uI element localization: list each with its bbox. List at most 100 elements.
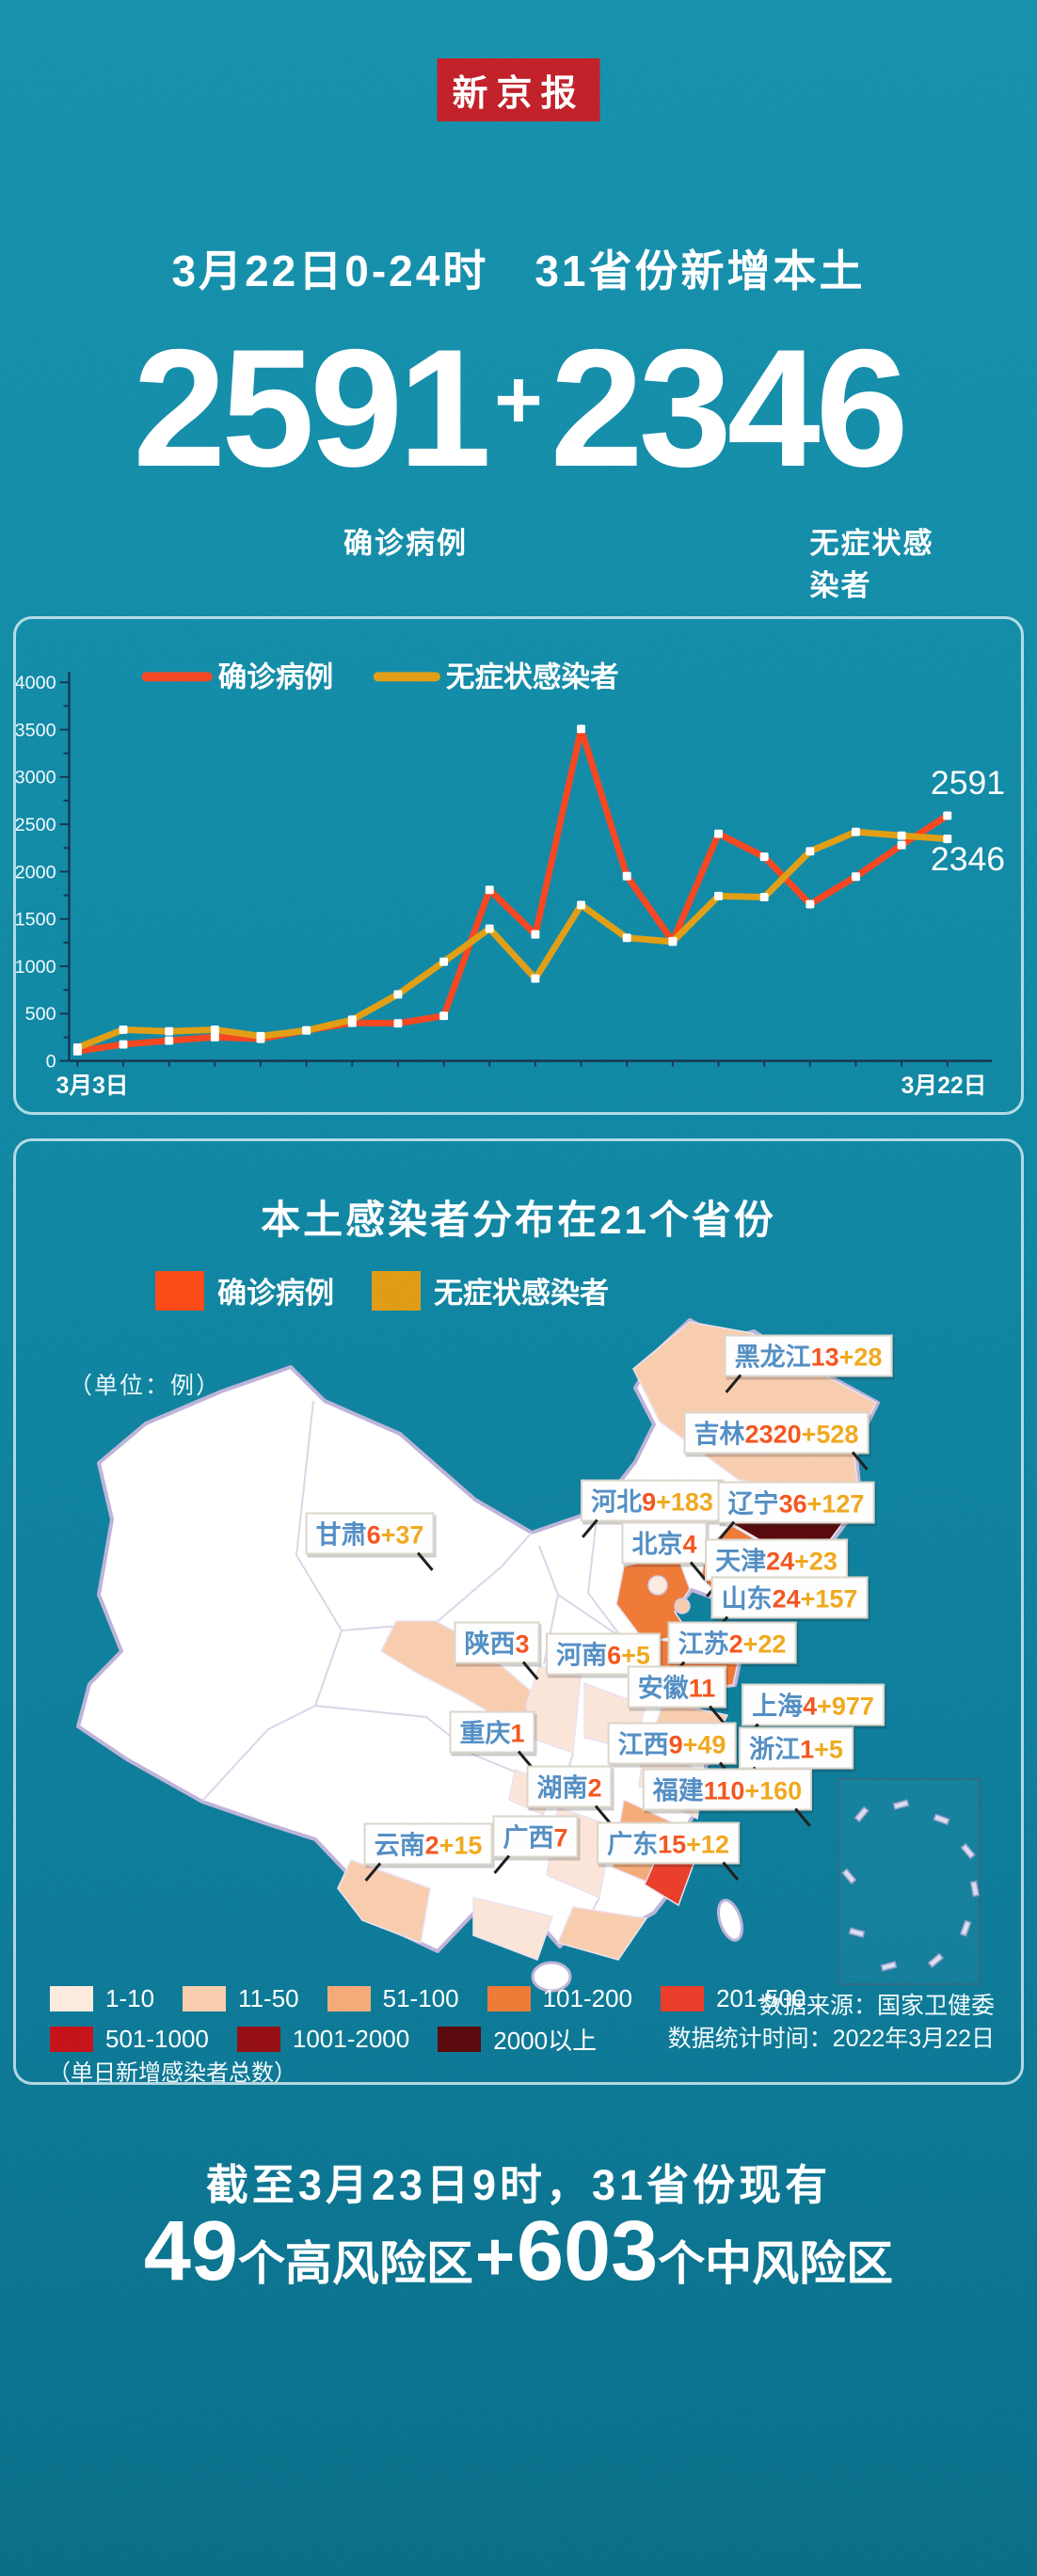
data-point-marker: [714, 891, 723, 900]
mid-risk-label: 个中风险区: [658, 2237, 894, 2290]
callout-河北: 河北9+183: [581, 1479, 724, 1538]
province-confirmed: 15: [658, 1830, 687, 1859]
scale-swatch: [236, 2027, 280, 2052]
scale-range-label: 101-200: [542, 1984, 633, 2012]
scale-swatch: [50, 2027, 93, 2052]
callout-吉林: 吉林2320+528: [683, 1411, 869, 1471]
callout-江苏: 江苏2+22: [667, 1621, 797, 1680]
province-asymptomatic: +528: [801, 1420, 859, 1449]
confirmed-swatch: [155, 1270, 204, 1311]
province-tianjin: [674, 1598, 691, 1614]
data-point-marker: [531, 974, 540, 983]
province-confirmed: 6: [607, 1641, 622, 1670]
scale-swatch: [487, 1986, 531, 2012]
data-point-marker: [577, 900, 586, 910]
province-confirmed: 1: [510, 1719, 525, 1748]
callout-广东: 广东15+12: [597, 1821, 740, 1881]
data-point-marker: [577, 724, 586, 734]
data-point-marker: [347, 1015, 357, 1025]
scale-range-label: 1001-2000: [292, 2025, 410, 2053]
province-name: 江西: [617, 1730, 669, 1759]
callout-福建: 福建110+160: [642, 1768, 813, 1827]
data-point-marker: [622, 871, 631, 881]
asymptomatic-end-label: 2346: [931, 840, 1005, 878]
y-tick-label: 3500: [16, 720, 56, 740]
scale-legend-item: 1-10: [50, 1984, 154, 2013]
scale-range-label: 1-10: [105, 1984, 155, 2012]
province-confirmed: 2: [728, 1630, 743, 1659]
province-name: 甘肃: [315, 1520, 367, 1550]
asymptomatic-legend-label: 无症状感染者: [434, 1277, 609, 1310]
province-name: 河南: [556, 1641, 608, 1670]
map-title: 本土感染者分布在21个省份: [261, 1198, 776, 1242]
data-source-box: 数据来源：国家卫健委 数据统计时间：2022年3月22日: [668, 1990, 995, 2056]
data-point-marker: [302, 1026, 311, 1035]
callout-广西: 广西7: [492, 1815, 579, 1874]
province-confirmed: 2320: [744, 1420, 802, 1449]
province-confirmed: 3: [515, 1630, 530, 1659]
x-end-label: 3月22日: [901, 1073, 987, 1099]
province-confirmed: 110: [703, 1776, 745, 1805]
asymptomatic-total-label: 无症状感染者: [809, 527, 934, 602]
province-asymptomatic: +127: [806, 1489, 865, 1519]
province-asymptomatic: +183: [656, 1487, 713, 1517]
data-point-marker: [210, 1032, 219, 1042]
province-confirmed: 36: [778, 1489, 807, 1519]
data-point-marker: [759, 893, 769, 902]
data-point-marker: [119, 1040, 128, 1049]
callout-陕西: 陕西3: [454, 1621, 540, 1680]
page-title: 3月22日0-24时 31省份新增本土: [171, 246, 866, 295]
province-name: 广西: [503, 1823, 554, 1852]
province-name: 吉林: [694, 1420, 745, 1449]
mid-risk-count: 603: [516, 2204, 659, 2298]
callout-浙江: 浙江1+5: [739, 1726, 854, 1786]
callout-云南: 云南2+15: [363, 1822, 493, 1882]
scale-legend-item: 101-200: [487, 1984, 632, 2013]
province-asymptomatic: +37: [380, 1520, 424, 1550]
china-map-canvas: 黑龙江 1 3 +28 吉林2320+528 河北9+183 辽宁36+127 甘肃 6 +37 北…: [31, 1311, 1029, 1997]
map-panel: 本土感染者分布在21个省份 确诊病例 无症状感染者 （单位：例）: [13, 1138, 1024, 2086]
province-confirmed: 7: [553, 1823, 568, 1852]
scale-range-label: 51-100: [382, 1984, 459, 2012]
scale-swatch: [327, 1986, 371, 2012]
callout-江西: 江西9+49: [607, 1722, 737, 1781]
scale-swatch: [438, 2027, 482, 2052]
province-name: 北京: [631, 1530, 683, 1559]
y-tick-label: 1000: [16, 957, 56, 978]
map-legend-asymptomatic: 无症状感染者: [372, 1269, 609, 1312]
province-confirmed: 2: [587, 1773, 602, 1803]
data-point-marker: [119, 1025, 128, 1034]
legend-asymptomatic-label: 无症状感染者: [446, 661, 619, 693]
callout-辽宁: 辽宁36+127: [717, 1481, 875, 1540]
data-point-marker: [943, 811, 952, 820]
high-risk-label: 个高风险区: [237, 2237, 473, 2290]
province-name: 福建: [652, 1776, 704, 1805]
legend-confirmed-label: 确诊病例: [218, 661, 334, 693]
province-name: 山东: [721, 1584, 773, 1614]
data-point-marker: [531, 930, 540, 939]
province-name: 黑龙江: [734, 1343, 811, 1372]
data-stat-time: 数据统计时间：2022年3月22日: [667, 2026, 995, 2052]
data-point-marker: [759, 852, 769, 862]
province-asymptomatic: +28: [838, 1343, 883, 1372]
province-name: 安徽: [637, 1674, 689, 1703]
province-name: 浙江: [749, 1735, 801, 1764]
callout-山东: 山东24+157: [710, 1576, 869, 1635]
province-name: 上海: [752, 1692, 804, 1721]
data-point-marker: [439, 1011, 449, 1021]
y-tick-label: 2000: [16, 862, 56, 883]
scale-legend-item: 51-100: [327, 1984, 459, 2013]
asymptomatic-total: 2346: [550, 314, 909, 501]
province-asymptomatic: +22: [742, 1630, 787, 1659]
y-tick-label: 1500: [16, 910, 56, 930]
province-asymptomatic: +49: [682, 1730, 726, 1759]
y-tick-label: 0: [46, 1052, 56, 1073]
callout-北京: 北京4: [621, 1521, 708, 1581]
data-point-marker: [897, 840, 906, 850]
beijing-news-logo: 新京报: [437, 58, 600, 121]
scale-legend-item: 501-1000: [50, 2025, 209, 2054]
footer-plus-sign: +: [474, 2219, 515, 2295]
taiwan-island: [717, 1899, 743, 1942]
scale-swatch: [183, 1986, 227, 2012]
